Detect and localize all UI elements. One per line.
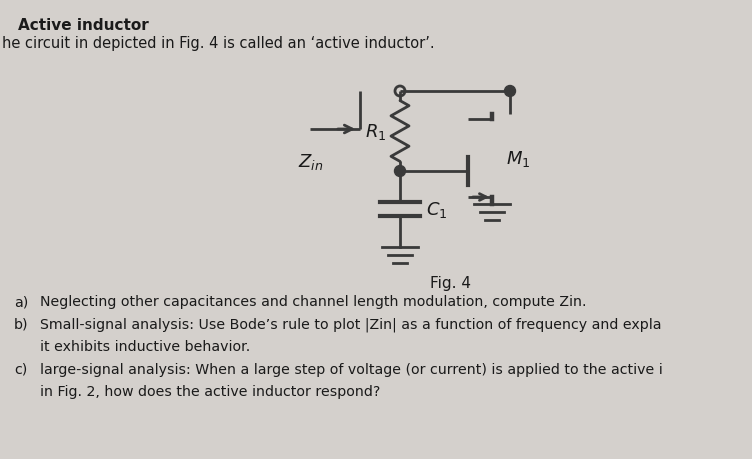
Text: $Z_{in}$: $Z_{in}$ xyxy=(298,151,323,172)
Text: c): c) xyxy=(14,362,27,376)
Text: Neglecting other capacitances and channel length modulation, compute Zin.: Neglecting other capacitances and channe… xyxy=(40,294,587,308)
Circle shape xyxy=(505,86,516,97)
Text: Fig. 4: Fig. 4 xyxy=(429,275,471,291)
Text: it exhibits inductive behavior.: it exhibits inductive behavior. xyxy=(40,339,250,353)
Text: b): b) xyxy=(14,317,29,331)
Text: large-signal analysis: When a large step of voltage (or current) is applied to t: large-signal analysis: When a large step… xyxy=(40,362,663,376)
Text: a): a) xyxy=(14,294,29,308)
Text: he circuit in depicted in Fig. 4 is called an ‘active inductor’.: he circuit in depicted in Fig. 4 is call… xyxy=(2,36,435,51)
Text: Active inductor: Active inductor xyxy=(18,18,149,33)
Text: $R_1$: $R_1$ xyxy=(365,122,386,142)
Text: $M_1$: $M_1$ xyxy=(506,149,530,168)
Circle shape xyxy=(395,166,405,177)
Text: in Fig. 2, how does the active inductor respond?: in Fig. 2, how does the active inductor … xyxy=(40,384,381,398)
Text: Small-signal analysis: Use Bode’s rule to plot |Zin| as a function of frequency : Small-signal analysis: Use Bode’s rule t… xyxy=(40,317,662,332)
Text: $C_1$: $C_1$ xyxy=(426,200,447,219)
